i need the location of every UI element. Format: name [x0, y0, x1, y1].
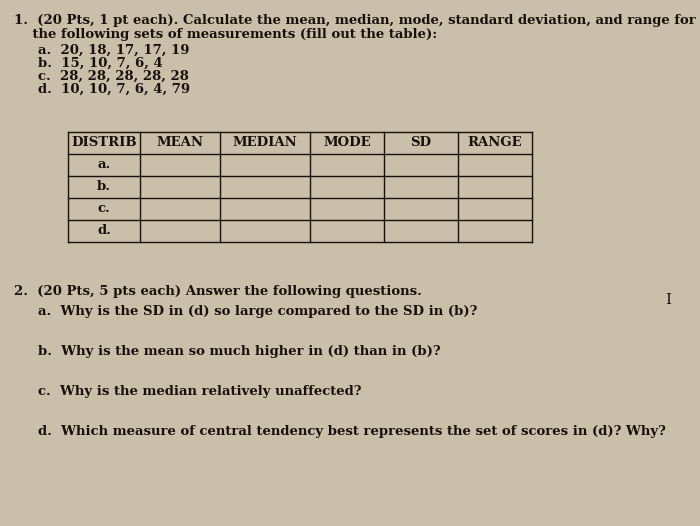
Text: 2.  (20 Pts, 5 pts each) Answer the following questions.: 2. (20 Pts, 5 pts each) Answer the follo…: [14, 285, 422, 298]
Text: d.  Which measure of central tendency best represents the set of scores in (d)? : d. Which measure of central tendency bes…: [38, 425, 666, 438]
Text: MODE: MODE: [323, 137, 371, 149]
Text: DISTRIB: DISTRIB: [71, 137, 136, 149]
Text: c.  Why is the median relatively unaffected?: c. Why is the median relatively unaffect…: [38, 385, 361, 398]
Text: MEAN: MEAN: [157, 137, 204, 149]
Text: b.  15, 10, 7, 6, 4: b. 15, 10, 7, 6, 4: [38, 57, 162, 70]
Text: d.  10, 10, 7, 6, 4, 79: d. 10, 10, 7, 6, 4, 79: [38, 83, 190, 96]
Text: b.  Why is the mean so much higher in (d) than in (b)?: b. Why is the mean so much higher in (d)…: [38, 345, 440, 358]
Text: c.  28, 28, 28, 28, 28: c. 28, 28, 28, 28, 28: [38, 70, 189, 83]
Text: I: I: [665, 293, 671, 307]
Text: 1.  (20 Pts, 1 pt each). Calculate the mean, median, mode, standard deviation, a: 1. (20 Pts, 1 pt each). Calculate the me…: [14, 14, 696, 27]
Text: b.: b.: [97, 180, 111, 194]
Text: the following sets of measurements (fill out the table):: the following sets of measurements (fill…: [14, 28, 438, 41]
Text: c.: c.: [97, 203, 111, 216]
Text: RANGE: RANGE: [468, 137, 522, 149]
Text: MEDIAN: MEDIAN: [232, 137, 298, 149]
Text: a.  20, 18, 17, 17, 19: a. 20, 18, 17, 17, 19: [38, 44, 190, 57]
Text: a.: a.: [97, 158, 111, 171]
Text: d.: d.: [97, 225, 111, 238]
Text: SD: SD: [410, 137, 431, 149]
Text: a.  Why is the SD in (d) so large compared to the SD in (b)?: a. Why is the SD in (d) so large compare…: [38, 305, 477, 318]
